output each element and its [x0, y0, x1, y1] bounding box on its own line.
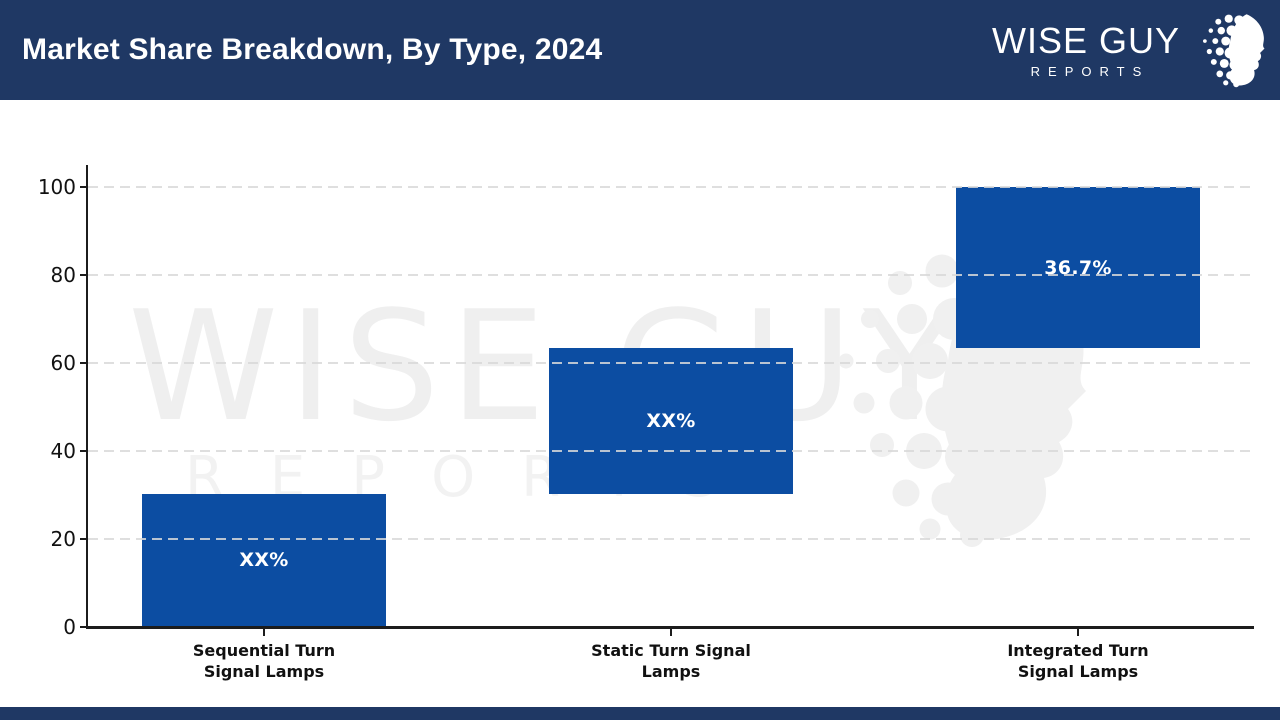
header-bar: Market Share Breakdown, By Type, 2024 WI…: [0, 0, 1280, 100]
x-category-label-3: Integrated Turn Signal Lamps: [1007, 641, 1149, 681]
gridline-40: [88, 450, 1254, 452]
x-tick-3: [1077, 629, 1079, 636]
footer-bar: [0, 707, 1280, 720]
y-tick-label-80: 80: [50, 263, 76, 287]
y-tick-100: [80, 186, 87, 188]
logo-text: WISE GUY REPORTS: [991, 19, 1180, 79]
logo-line1: WISE GUY: [991, 19, 1180, 61]
x-tick-1: [263, 629, 265, 636]
y-tick-80: [80, 274, 87, 276]
y-tick-label-100: 100: [37, 175, 76, 199]
gridline-20: [88, 538, 1254, 540]
gridline-80: [88, 274, 1254, 276]
plot-area: WISE GUY REPORTS 0 20 40 60 80 100 XX% Sequenti…: [0, 100, 1280, 707]
watermark-text-main: WISE GUY: [128, 278, 966, 455]
x-category-label-2: Static Turn Signal Lamps: [591, 641, 751, 681]
y-tick-20: [80, 538, 87, 540]
bar-segment-3: 36.7%: [956, 187, 1200, 349]
y-tick-60: [80, 362, 87, 364]
gridline-60: [88, 362, 1254, 364]
x-tick-2: [670, 629, 672, 636]
y-tick-label-60: 60: [50, 351, 76, 375]
x-category-label-1: Sequential Turn Signal Lamps: [192, 641, 336, 681]
page-title: Market Share Breakdown, By Type, 2024: [22, 33, 603, 66]
bar-value-label: 36.7%: [1044, 256, 1112, 279]
bar-segment-2: XX%: [549, 348, 793, 494]
logo-face-icon: [1203, 14, 1265, 88]
x-axis-line: [86, 626, 1254, 629]
y-tick-40: [80, 450, 87, 452]
bar-value-label: XX%: [646, 410, 696, 433]
bar-value-label: XX%: [239, 549, 289, 572]
y-tick-0: [80, 626, 87, 628]
gridline-100: [88, 186, 1254, 188]
y-axis-line: [86, 165, 88, 627]
y-tick-label-0: 0: [63, 615, 76, 639]
wiseguy-logo: WISE GUY REPORTS: [992, 10, 1280, 90]
bar-segment-1: XX%: [142, 493, 386, 627]
logo-line2: REPORTS: [1030, 63, 1150, 79]
y-tick-label-20: 20: [50, 527, 76, 551]
y-tick-label-40: 40: [50, 439, 76, 463]
